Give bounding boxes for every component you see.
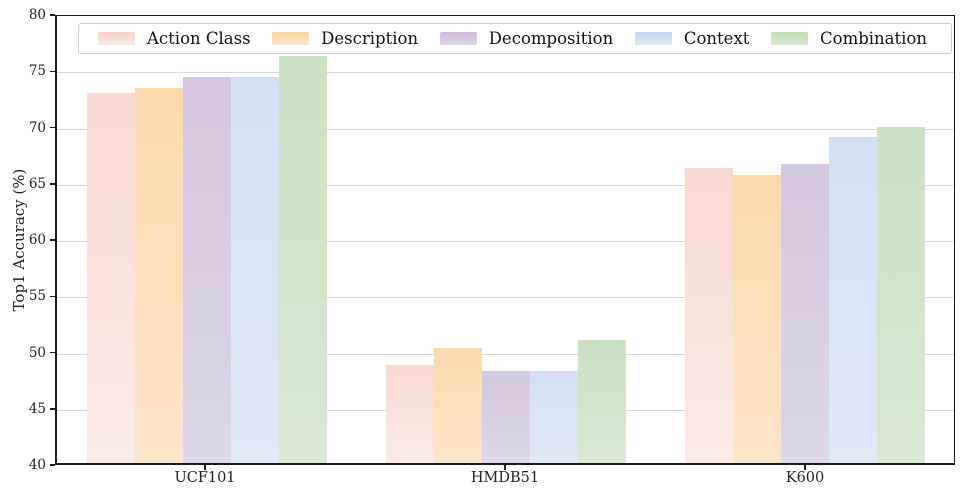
y-tick-label-80: 80 xyxy=(28,7,46,23)
legend-label: Decomposition xyxy=(488,29,614,48)
y-tick-mark-55 xyxy=(50,295,55,297)
y-tick-mark-80 xyxy=(50,14,55,16)
y-tick-label-55: 55 xyxy=(28,288,46,305)
x-tick-label-hmdb51: HMDB51 xyxy=(470,470,540,486)
bar-k600-context xyxy=(828,136,877,463)
y-tick-label-50: 50 xyxy=(28,344,46,361)
legend-swatch-icon xyxy=(771,32,809,45)
bar-k600-combination xyxy=(876,126,925,463)
bar-group-k600 xyxy=(655,16,954,463)
y-tick-label-60: 60 xyxy=(28,232,46,248)
y-tick-label-70: 70 xyxy=(28,119,46,136)
legend-item-description: Description xyxy=(272,29,418,48)
y-tick-mark-75 xyxy=(50,70,55,72)
y-tick-label-75: 75 xyxy=(28,63,46,80)
legend-item-combination: Combination xyxy=(771,29,927,48)
gridline-65 xyxy=(57,184,954,186)
x-tick-mark-hmdb51 xyxy=(504,465,506,470)
y-tick-mark-70 xyxy=(50,126,55,129)
bar-hmdb51-context xyxy=(529,370,578,463)
y-tick-mark-65 xyxy=(50,183,55,185)
legend-item-action-class: Action Class xyxy=(98,29,251,48)
gridline-50 xyxy=(57,353,954,355)
y-tick-label-65: 65 xyxy=(28,175,46,192)
gridline-55 xyxy=(57,297,954,299)
bar-group-ucf101 xyxy=(57,16,356,463)
bar-hmdb51-decomposition xyxy=(481,370,530,463)
bar-k600-action-class xyxy=(684,168,733,463)
legend-label: Context xyxy=(683,29,750,48)
bar-hmdb51-combination xyxy=(577,340,626,463)
bar-ucf101-combination xyxy=(278,55,327,463)
legend-swatch-icon xyxy=(439,32,477,45)
x-tick-mark-k600 xyxy=(804,465,806,470)
bar-k600-description xyxy=(732,175,781,463)
bar-hmdb51-action-class xyxy=(385,365,434,463)
y-tick-mark-40 xyxy=(50,464,55,466)
x-tick-mark-ucf101 xyxy=(204,465,206,470)
bar-group-hmdb51 xyxy=(356,16,655,463)
legend-swatch-icon xyxy=(272,32,310,45)
legend-swatch-icon xyxy=(98,32,135,45)
plot-area xyxy=(55,15,955,465)
legend-item-context: Context xyxy=(634,29,750,48)
bar-ucf101-decomposition xyxy=(182,77,231,463)
bar-ucf101-description xyxy=(134,88,183,463)
gridline-75 xyxy=(57,72,954,74)
y-tick-mark-50 xyxy=(50,351,55,354)
legend-label: Action Class xyxy=(147,29,251,48)
y-tick-mark-60 xyxy=(50,239,55,241)
gridline-70 xyxy=(57,128,954,130)
legend-label: Combination xyxy=(820,29,927,48)
bar-ucf101-context xyxy=(230,77,279,463)
y-tick-label-40: 40 xyxy=(28,457,46,473)
gridline-60 xyxy=(57,241,954,242)
legend: Action Class Description Decomposition Cont… xyxy=(78,23,952,54)
bar-k600-decomposition xyxy=(780,163,829,463)
bar-ucf101-action-class xyxy=(86,92,135,463)
y-tick-mark-45 xyxy=(50,408,55,410)
legend-label: Description xyxy=(321,29,419,48)
legend-item-decomposition: Decomposition xyxy=(439,29,614,48)
x-tick-label-k600: K600 xyxy=(785,470,825,486)
bar-groups xyxy=(57,16,954,463)
legend-swatch-icon xyxy=(634,32,672,45)
x-tick-label-ucf101: UCF101 xyxy=(174,470,236,486)
y-tick-label-45: 45 xyxy=(28,400,46,417)
bar-hmdb51-description xyxy=(433,348,482,463)
